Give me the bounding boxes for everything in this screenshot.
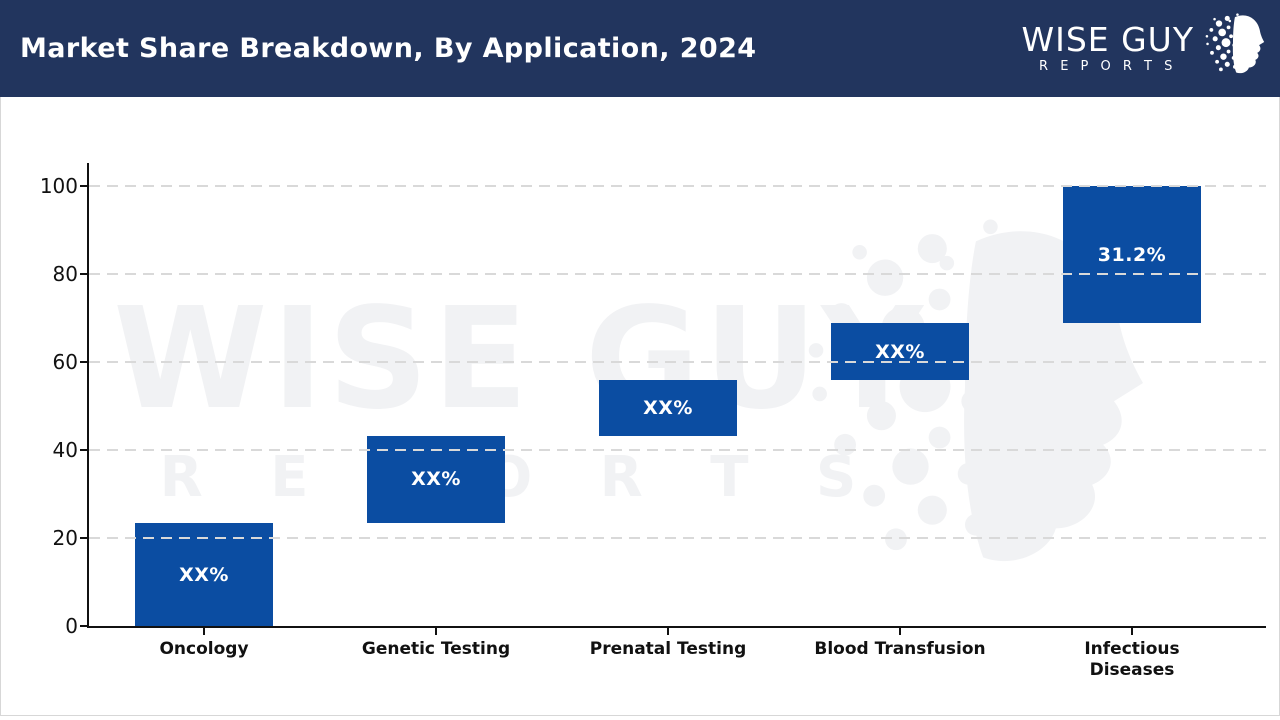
y-axis-tick-label: 0 [65, 614, 78, 638]
x-axis-category-label: Oncology [159, 639, 249, 659]
y-axis-tick [80, 449, 88, 451]
logo-name-text: WISE GUY [1021, 20, 1194, 59]
header: Market Share Breakdown, By Application, … [0, 0, 1280, 97]
y-axis-tick-label: 80 [52, 262, 78, 286]
y-axis-tick [80, 361, 88, 363]
x-axis-category-label: Genetic Testing [361, 639, 511, 659]
y-axis [87, 163, 89, 628]
y-axis-tick [80, 625, 88, 627]
x-axis-category-label: Blood Transfusion [814, 639, 986, 659]
bar-value-label: 31.2% [1097, 243, 1167, 266]
brand-logo: WISE GUY R E P O R T S [1021, 9, 1268, 89]
chart-title: Market Share Breakdown, By Application, … [20, 33, 757, 64]
bar-blood: XX% [831, 323, 969, 381]
gridline [89, 537, 1266, 539]
x-axis-tick [667, 628, 669, 635]
bar-value-label: XX% [179, 563, 229, 586]
gridline [89, 185, 1266, 187]
gridline [89, 361, 1266, 363]
bar-infectious: 31.2% [1063, 186, 1201, 324]
gridline [89, 273, 1266, 275]
x-axis-tick [203, 628, 205, 635]
x-axis-tick [435, 628, 437, 635]
y-axis-tick [80, 185, 88, 187]
logo-reports-text: R E P O R T S [1039, 59, 1177, 74]
y-axis-tick-label: 60 [52, 350, 78, 374]
x-axis-category-label: Infectious Diseases [1084, 639, 1180, 680]
y-axis-tick [80, 273, 88, 275]
x-axis-category-label: Prenatal Testing [589, 639, 747, 659]
y-axis-tick-label: 20 [52, 526, 78, 550]
y-axis-tick-label: 100 [39, 174, 78, 198]
bar-oncology: XX% [135, 523, 273, 626]
y-axis-tick [80, 537, 88, 539]
bar-prenatal: XX% [599, 380, 737, 436]
y-axis-tick-label: 40 [52, 438, 78, 462]
x-axis-tick [899, 628, 901, 635]
bar-value-label: XX% [875, 340, 925, 363]
x-axis-tick [1131, 628, 1133, 635]
bar-value-label: XX% [643, 396, 693, 419]
x-axis [87, 626, 1266, 628]
gridline [89, 449, 1266, 451]
bar-value-label: XX% [411, 468, 461, 491]
logo-wordmark: WISE GUY R E P O R T S [1021, 22, 1194, 75]
logo-head-icon [1205, 12, 1265, 73]
